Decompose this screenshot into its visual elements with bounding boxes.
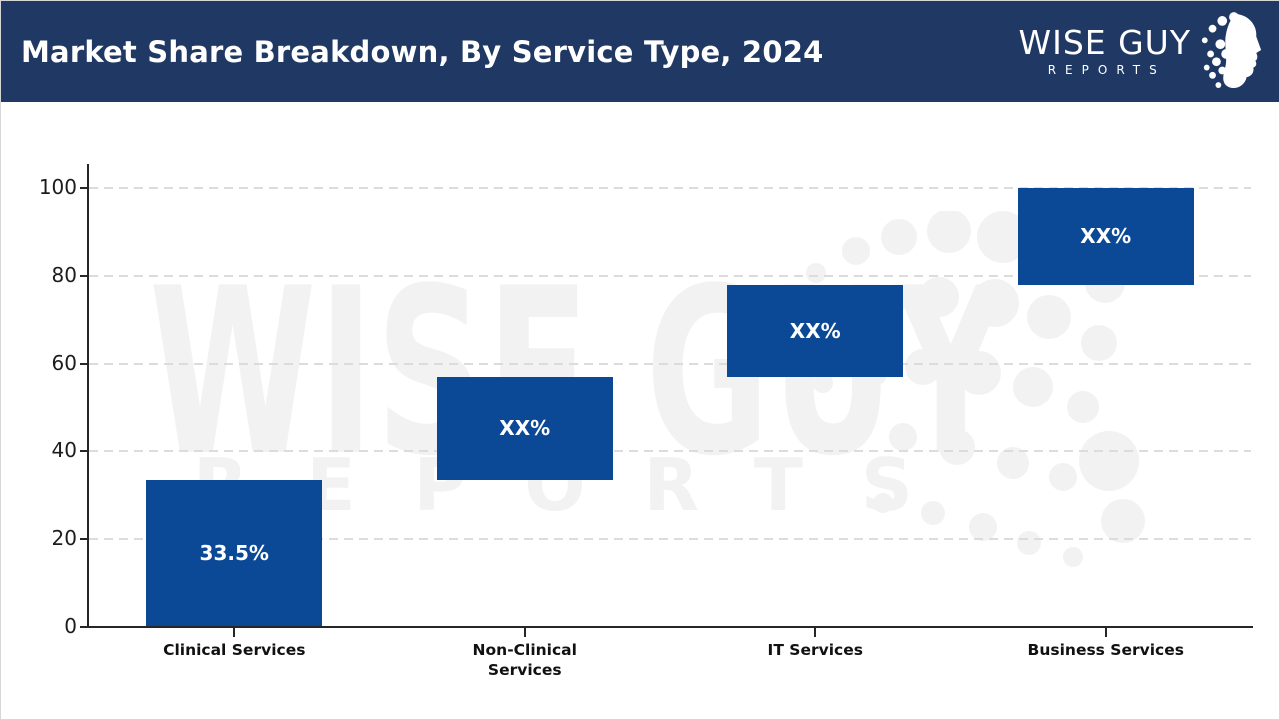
bar-segment: XX% bbox=[1017, 188, 1194, 285]
y-tick-label: 60 bbox=[51, 350, 77, 375]
brand-subname: REPORTS bbox=[1047, 63, 1166, 77]
gridline bbox=[89, 274, 1251, 277]
x-tick-mark bbox=[233, 628, 236, 637]
brand-logo-text: WISE GUY REPORTS bbox=[1018, 26, 1191, 77]
y-tick-mark bbox=[80, 362, 89, 365]
bar-value-label: XX% bbox=[499, 416, 551, 441]
gridline bbox=[89, 450, 1251, 453]
x-category-label: IT Services bbox=[767, 641, 863, 659]
x-tick-mark bbox=[523, 628, 526, 637]
bar-value-label: XX% bbox=[1080, 224, 1132, 249]
bar-value-label: 33.5% bbox=[199, 541, 269, 566]
y-tick-mark bbox=[80, 274, 89, 277]
y-tick-mark bbox=[80, 450, 89, 453]
y-tick-mark bbox=[80, 538, 89, 541]
y-tick-label: 40 bbox=[51, 438, 77, 463]
page-title: Market Share Breakdown, By Service Type,… bbox=[21, 34, 824, 69]
x-tick-mark bbox=[1104, 628, 1107, 637]
y-axis-line bbox=[87, 164, 89, 628]
gridline bbox=[89, 187, 1251, 189]
gridline bbox=[89, 538, 1251, 541]
y-tick-mark bbox=[80, 626, 89, 628]
x-category-label: Non-Clinical Services bbox=[472, 641, 577, 680]
brand-head-icon bbox=[1201, 11, 1262, 88]
y-tick-label: 0 bbox=[64, 614, 77, 638]
x-category-label: Business Services bbox=[1027, 641, 1184, 659]
y-tick-label: 80 bbox=[51, 262, 77, 287]
x-axis-line bbox=[87, 626, 1253, 628]
brand-logo: WISE GUY REPORTS bbox=[1018, 11, 1265, 93]
bar-segment: 33.5% bbox=[146, 479, 323, 627]
bar-value-label: XX% bbox=[789, 318, 841, 343]
bar-segment: XX% bbox=[436, 376, 613, 480]
y-tick-mark bbox=[80, 187, 89, 189]
x-tick-mark bbox=[814, 628, 817, 637]
gridline bbox=[89, 362, 1251, 365]
x-category-label: Clinical Services bbox=[163, 641, 306, 659]
y-tick-label: 20 bbox=[51, 526, 77, 551]
header-bar: Market Share Breakdown, By Service Type,… bbox=[1, 1, 1279, 102]
bar-segment: XX% bbox=[727, 284, 904, 377]
brand-name: WISE GUY bbox=[1018, 23, 1191, 62]
y-tick-label: 100 bbox=[38, 175, 77, 199]
